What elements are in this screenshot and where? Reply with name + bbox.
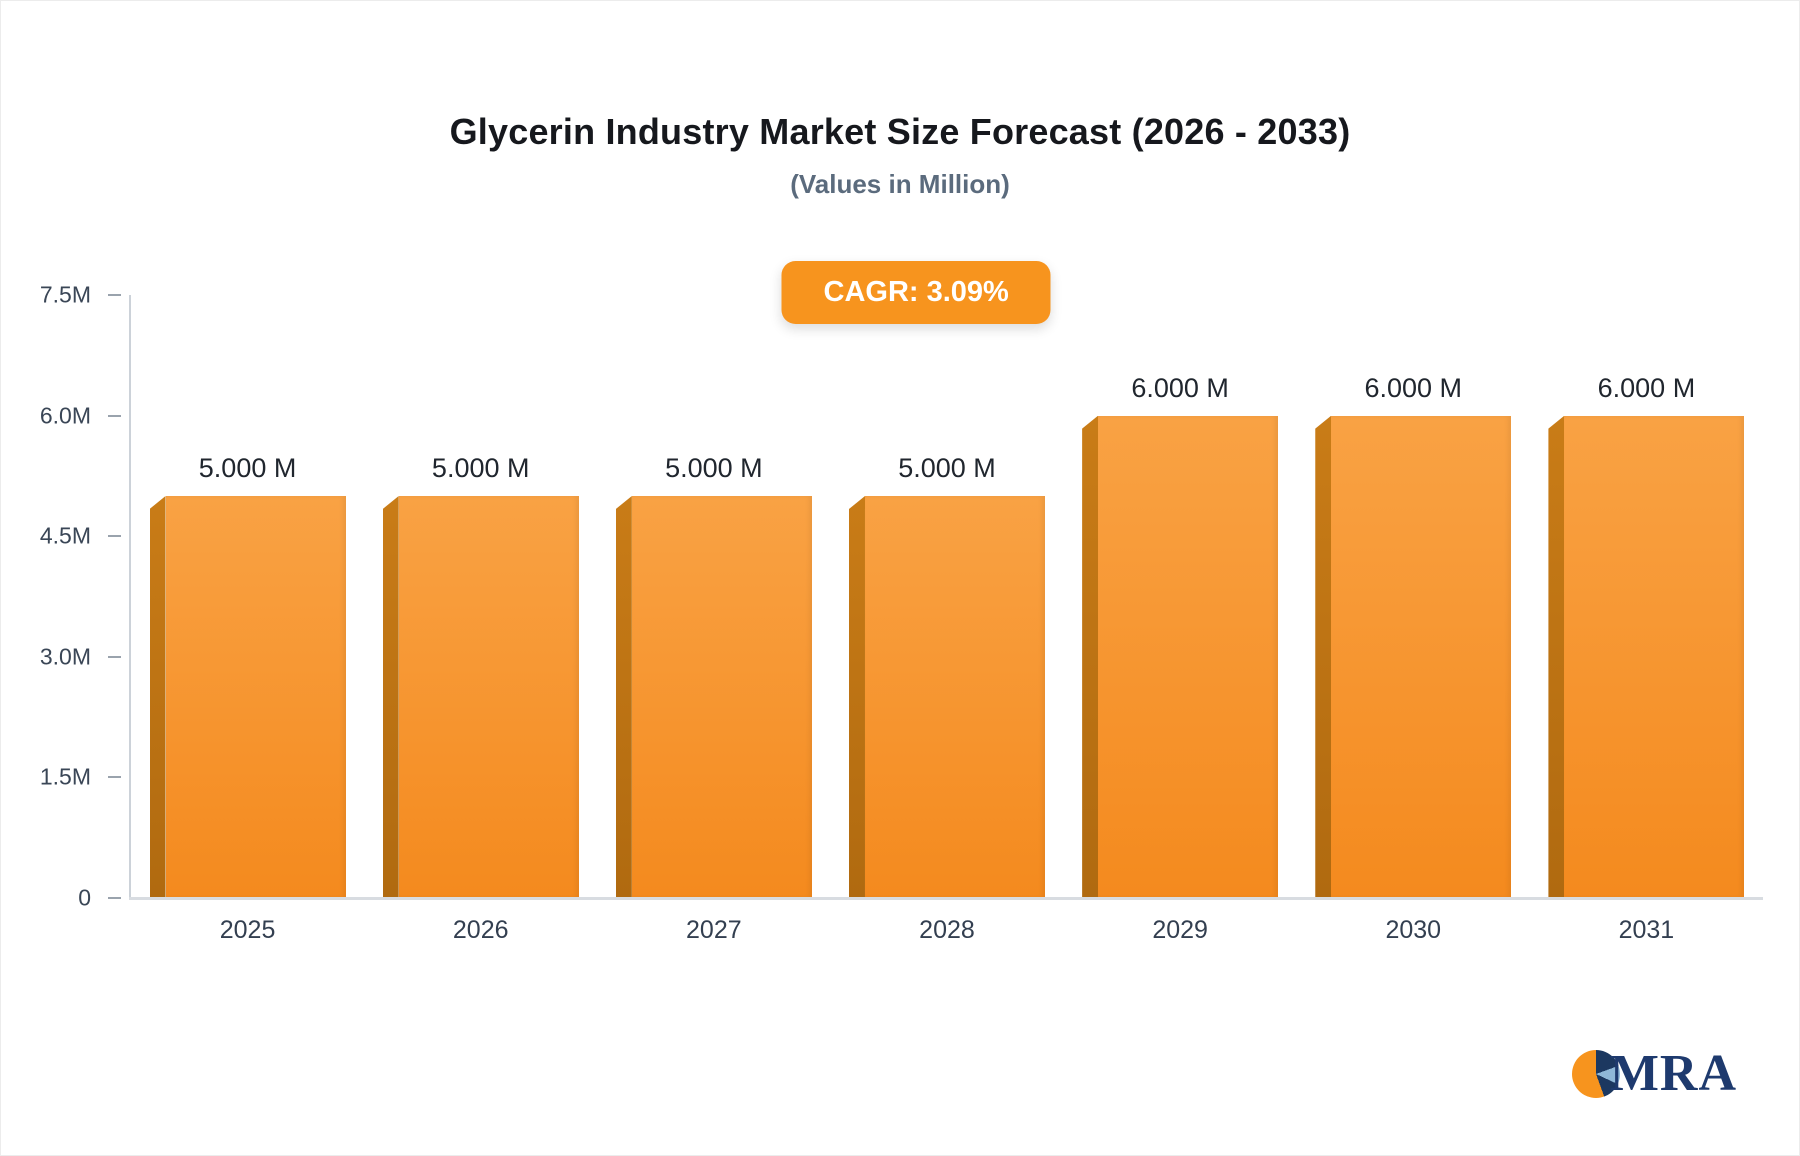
bar-2028: 5.000 M: [848, 453, 1045, 898]
x-axis-label-2029: 2029: [1152, 916, 1208, 944]
y-tick-mark: [108, 897, 121, 899]
x-axis-label-2028: 2028: [919, 916, 975, 944]
bar-front-face: [165, 496, 346, 898]
x-axis-label-2025: 2025: [219, 916, 276, 944]
cagr-badge: CAGR: 3.09%: [781, 261, 1051, 324]
bar-value-label: 5.000 M: [665, 453, 763, 483]
y-tick-mark: [108, 655, 121, 658]
y-tick-mark: [108, 776, 121, 779]
y-tick-mark: [108, 294, 121, 296]
mra-logo-text: MRA: [1609, 1045, 1737, 1102]
bar-slot-2029: 6.000 M: [1064, 295, 1297, 898]
bar-2031: 6.000 M: [1548, 373, 1745, 898]
chart-subtitle: (Values in Million): [790, 169, 1010, 199]
y-tick-mark: [108, 535, 121, 538]
y-tick-label: 0: [78, 884, 91, 911]
bar-2026: 5.000 M: [382, 453, 579, 898]
bar-2027: 5.000 M: [615, 453, 812, 898]
y-tick-label: 4.5M: [39, 522, 91, 549]
bar-front-face: [1098, 415, 1279, 898]
bar-side-face: [1082, 415, 1099, 898]
y-tick-label: 3.0M: [39, 643, 91, 670]
x-axis-label-2026: 2026: [452, 916, 509, 944]
x-axis-label-2030: 2030: [1385, 916, 1442, 944]
bar-front-face: [1331, 415, 1512, 898]
bar-side-face: [615, 496, 632, 898]
bar-side-face: [149, 496, 166, 898]
bar-slot-2028: 5.000 M: [830, 295, 1063, 898]
chart-title: Glycerin Industry Market Size Forecast (…: [449, 111, 1351, 152]
y-tick-label: 7.5M: [39, 281, 91, 308]
bar-2025: 5.000 M: [149, 453, 346, 898]
bar-value-label: 6.000 M: [1597, 372, 1696, 403]
bar-value-label: 6.000 M: [1131, 372, 1229, 403]
bar-side-face: [1548, 415, 1565, 898]
bar-front-face: [631, 496, 812, 898]
y-tick-label: 1.5M: [39, 763, 91, 790]
bar-slot-2031: 6.000 M: [1530, 295, 1763, 898]
bar-front-face: [864, 496, 1045, 898]
pie-circle-icon: [1571, 1049, 1620, 1098]
bar-slot-2030: 6.000 M: [1297, 295, 1530, 898]
mra-logo: MRA: [1571, 1044, 1737, 1103]
bar-front-face: [1564, 415, 1745, 898]
bar-slot-2025: 5.000 M: [131, 295, 364, 898]
y-tick-label: 6.0M: [39, 402, 91, 429]
x-axis-label-2027: 2027: [686, 916, 742, 944]
bar-value-label: 5.000 M: [198, 453, 297, 483]
x-labels-row: 2025 2026 2027 2028 2029 2030 2031: [131, 916, 1763, 945]
bar-side-face: [1315, 415, 1332, 898]
bar-side-face: [848, 496, 865, 898]
y-tick-mark: [108, 414, 121, 417]
x-axis-label-2031: 2031: [1618, 916, 1675, 944]
bar-value-label: 6.000 M: [1364, 372, 1463, 403]
bar-slot-2027: 5.000 M: [597, 295, 830, 898]
bars-row: 5.000 M 5.000 M 5.000 M 5.000 M 6.000 M 6.000…: [131, 295, 1763, 898]
bar-front-face: [398, 496, 579, 898]
bar-value-label: 5.000 M: [898, 453, 996, 483]
bar-2030: 6.000 M: [1315, 373, 1512, 898]
bar-side-face: [382, 496, 399, 898]
bar-chart-plot: 0 1.5M 3.0M 4.5M 6.0M 7.5M 5.000 M 5.000 M 5.00…: [40, 282, 1763, 944]
bar-slot-2026: 5.000 M: [364, 295, 597, 898]
bar-2029: 6.000 M: [1082, 373, 1279, 898]
bar-value-label: 5.000 M: [431, 453, 530, 483]
